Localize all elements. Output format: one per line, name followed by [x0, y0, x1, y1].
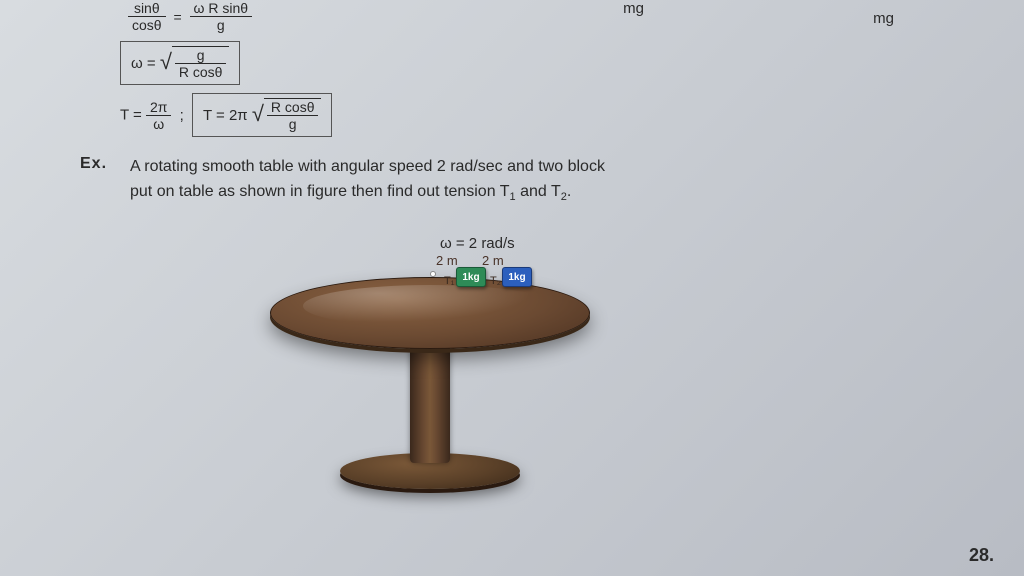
example-label: Ex. [80, 155, 130, 206]
table-pedestal [410, 343, 450, 463]
distance-2: 2 m [482, 253, 504, 268]
T2-num: R cosθ [267, 99, 319, 116]
omega-lhs: ω = [131, 55, 156, 72]
eq1-lhs-den: cosθ [128, 17, 166, 33]
table-top [270, 277, 590, 349]
center-dot [430, 271, 436, 277]
T2-lhs: T = 2π [203, 107, 248, 124]
omega-den: R cosθ [175, 64, 227, 80]
T-num: 2π [146, 99, 171, 116]
T-lhs: T = [120, 107, 142, 124]
example-line1: A rotating smooth table with angular spe… [130, 158, 605, 175]
eq1-rhs-num: ω R sinθ [190, 0, 253, 17]
equation-period: T = 2π ω ; T = 2π R cosθ g [120, 93, 964, 137]
page-number: 28. [969, 545, 994, 566]
semicolon: ; [180, 107, 184, 124]
tension-2-label: T₂ [490, 275, 501, 287]
omega-num: g [175, 47, 227, 64]
distance-1: 2 m [436, 253, 458, 268]
page-root: mg mg sinθ cosθ = ω R sinθ g ω = g R cos… [0, 0, 1024, 576]
example-line2a: put on table as shown in figure then fin… [130, 183, 510, 200]
T2-den: g [267, 116, 319, 132]
block-2-blue: 1kg [502, 267, 532, 287]
eq1-rhs-den: g [190, 17, 253, 33]
eq1-equals: = [173, 9, 181, 25]
omega-value-label: ω = 2 rad/s [440, 235, 515, 252]
label-mg-upper: mg [623, 0, 644, 17]
T-den: ω [146, 116, 171, 132]
example-block: Ex. A rotating smooth table with angular… [80, 155, 964, 206]
example-and: and T [516, 183, 561, 200]
equation-line-1: sinθ cosθ = ω R sinθ g [128, 0, 964, 33]
example-text: A rotating smooth table with angular spe… [130, 155, 605, 206]
tension-1-label: T₁ [444, 275, 454, 287]
eq1-lhs-num: sinθ [128, 0, 166, 17]
example-period: . [567, 183, 571, 200]
equation-omega: ω = g R cosθ [120, 41, 964, 85]
block-2-mass: 1kg [508, 272, 525, 283]
block-1-green: 1kg [456, 267, 486, 287]
table-figure: ω = 2 rad/s 2 m 2 m T₁ T₂ 1kg 1kg [250, 235, 650, 535]
block-1-mass: 1kg [462, 272, 479, 283]
equation-block: sinθ cosθ = ω R sinθ g ω = g R cosθ T = … [120, 0, 964, 137]
label-mg-right: mg [873, 10, 894, 27]
